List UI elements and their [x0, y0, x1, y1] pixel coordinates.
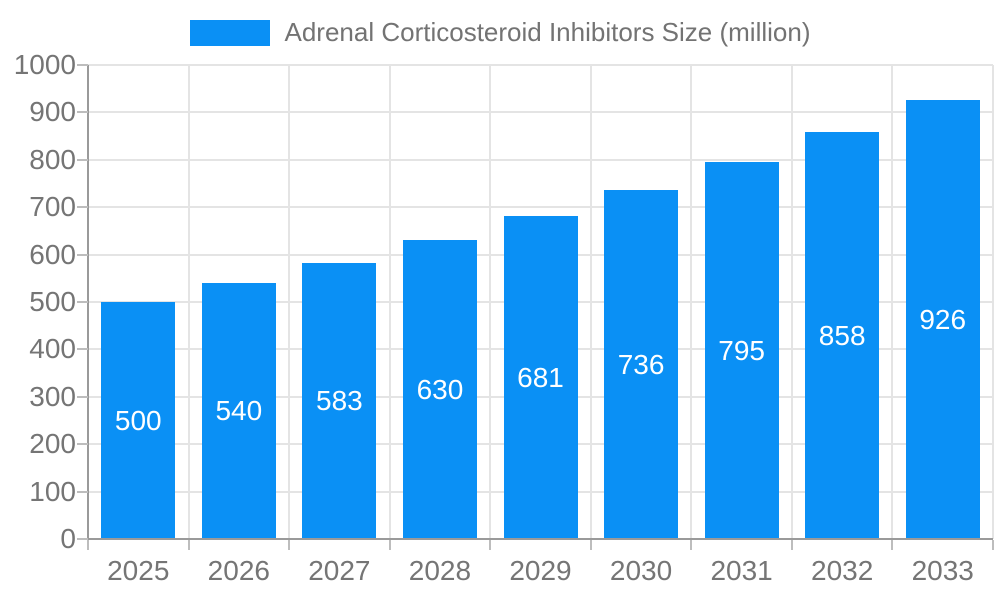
x-axis-label: 2028: [408, 555, 472, 586]
gridline-vertical: [690, 65, 693, 539]
gridline-vertical: [589, 65, 592, 539]
y-axis-tick: [77, 348, 88, 351]
y-axis-tick: [77, 158, 88, 161]
y-axis-label: 100: [29, 475, 76, 507]
y-axis-label: 600: [29, 238, 76, 270]
y-axis-tick: [77, 490, 88, 493]
y-axis-label: 500: [29, 286, 76, 317]
y-axis-tick: [77, 301, 88, 303]
x-axis-tick: [87, 540, 89, 550]
bar-value-label: 540: [215, 395, 263, 427]
gridline-vertical: [790, 65, 793, 539]
gridline-vertical: [992, 65, 994, 539]
x-axis-label: 2026: [207, 555, 270, 586]
legend-label[interactable]: Adrenal Corticosteroid Inhibitors Size (…: [284, 17, 811, 47]
bar-2031[interactable]: 795: [704, 162, 779, 539]
y-axis-tick: [77, 253, 88, 256]
bar-value-label: 926: [919, 303, 967, 335]
y-axis-label: 1000: [13, 49, 76, 80]
gridline-vertical: [489, 65, 492, 539]
gridline-horizontal: [88, 64, 993, 66]
gridline-horizontal: [88, 206, 993, 209]
x-axis-tick: [388, 540, 391, 550]
gridline-vertical: [388, 65, 391, 539]
gridline-horizontal: [88, 158, 993, 161]
gridline-vertical: [891, 65, 894, 539]
bar-2028[interactable]: 630: [402, 240, 477, 539]
y-axis-tick: [77, 206, 88, 209]
y-axis-label: 800: [29, 143, 76, 175]
bar-value-label: 681: [517, 361, 564, 393]
x-axis-label: 2031: [710, 555, 773, 586]
x-axis-label: 2033: [911, 555, 974, 586]
x-axis-tick: [891, 540, 894, 550]
gridline-vertical: [288, 65, 291, 539]
bar-value-label: 583: [316, 384, 363, 416]
y-axis-line: [87, 65, 89, 539]
bar-2025[interactable]: 500: [101, 302, 176, 539]
bar-value-label: 736: [617, 348, 665, 380]
bar-2032[interactable]: 858: [805, 132, 880, 539]
x-axis-label: 2030: [609, 555, 673, 586]
y-axis-label: 700: [29, 191, 76, 223]
y-axis-label: 400: [29, 333, 76, 365]
x-axis-label: 2032: [811, 555, 874, 586]
legend-swatch[interactable]: [189, 19, 270, 46]
y-axis-label: 300: [29, 380, 76, 412]
y-axis-tick: [77, 395, 88, 398]
y-axis-tick: [77, 111, 88, 114]
x-axis-label: 2025: [107, 555, 170, 586]
y-axis-tick: [77, 64, 88, 66]
x-axis-tick: [187, 540, 190, 550]
bar-value-label: 795: [718, 334, 765, 366]
x-axis-tick: [690, 540, 693, 550]
plot-area: 500 540 583 630 681 736 795 858 926: [88, 64, 994, 539]
bar-2030[interactable]: 736: [604, 190, 679, 539]
y-axis-tick: [77, 443, 88, 446]
legend: Adrenal Corticosteroid Inhibitors Size (…: [0, 17, 1000, 48]
x-axis-tick: [992, 540, 994, 550]
x-axis-label: 2029: [509, 555, 572, 586]
y-axis-tick: [77, 538, 88, 540]
x-axis-tick: [790, 540, 793, 550]
bar-2027[interactable]: 583: [302, 262, 377, 539]
y-axis-label: 900: [29, 96, 76, 128]
bar-2026[interactable]: 540: [201, 283, 276, 539]
bar-value-label: 630: [416, 373, 464, 405]
x-axis-line: [87, 538, 993, 540]
x-axis-label: 2027: [308, 555, 371, 586]
x-axis-tick: [489, 540, 492, 550]
gridline-horizontal: [88, 111, 993, 114]
gridline-vertical: [187, 65, 190, 539]
bar-value-label: 858: [818, 319, 866, 351]
x-axis-tick: [589, 540, 592, 550]
bar-value-label: 500: [114, 404, 162, 436]
y-axis-label: 200: [29, 428, 76, 460]
x-axis-tick: [288, 540, 291, 550]
bar-2029[interactable]: 681: [503, 216, 578, 539]
bar-2033[interactable]: 926: [905, 100, 980, 539]
y-axis-label: 0: [60, 523, 76, 554]
